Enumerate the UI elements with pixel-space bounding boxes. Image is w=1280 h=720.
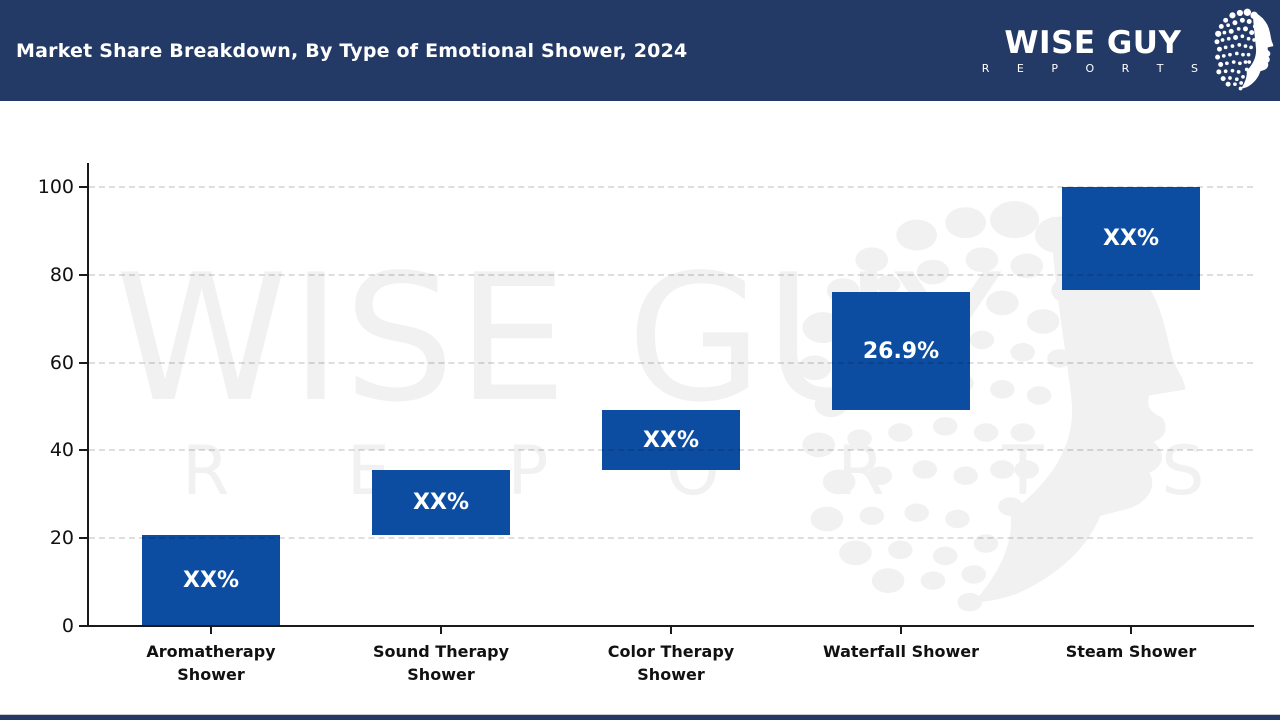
- chart-title: Market Share Breakdown, By Type of Emoti…: [16, 39, 688, 62]
- x-category-label-2: Color Therapy Shower: [607, 642, 735, 685]
- bar-color-therapy-shower: XX%: [602, 410, 740, 470]
- y-tick-60: [79, 361, 87, 364]
- bar-value-label: XX%: [413, 489, 469, 515]
- bar-value-label: XX%: [643, 427, 699, 453]
- y-tick-label-40: 40: [49, 439, 74, 462]
- x-tick-0: [210, 627, 212, 634]
- y-tick-20: [79, 537, 87, 540]
- y-tick-80: [79, 273, 87, 276]
- logo-text: WISE GUY R E P O R T S: [976, 27, 1210, 76]
- bar-sound-therapy-shower: XX%: [372, 469, 510, 535]
- x-axis-line: [87, 625, 1254, 627]
- bar-value-label: XX%: [183, 567, 239, 593]
- x-tick-1: [440, 627, 442, 634]
- bar-value-label: XX%: [1103, 226, 1159, 252]
- x-tick-2: [670, 627, 672, 634]
- x-tick-3: [900, 627, 902, 634]
- y-axis-line: [87, 163, 89, 627]
- x-category-label-4: Steam Shower: [1065, 642, 1197, 661]
- x-category-label-0: Aromatherapy Shower: [146, 642, 276, 685]
- y-tick-label-20: 20: [49, 527, 74, 550]
- bar-value-label: 26.9%: [862, 338, 940, 364]
- x-tick-4: [1130, 627, 1132, 634]
- y-tick-label-100: 100: [37, 176, 74, 198]
- y-tick-label-0: 0: [61, 615, 74, 637]
- y-tick-0: [79, 625, 87, 627]
- bar-aromatherapy-shower: XX%: [142, 534, 280, 626]
- logo-face-icon: [1214, 8, 1274, 91]
- y-tick-label-60: 60: [49, 351, 74, 374]
- bar-waterfall-shower: 26.9%: [832, 292, 970, 411]
- logo-wordmark: WISE GUY: [1004, 24, 1182, 61]
- y-tick-40: [79, 449, 87, 452]
- y-tick-label-80: 80: [49, 263, 74, 286]
- footer-bar: [0, 714, 1280, 720]
- x-category-label-3: Waterfall Shower: [823, 642, 979, 661]
- y-tick-100: [79, 186, 87, 188]
- logo-subtitle: R E P O R T S: [981, 62, 1210, 76]
- bar-steam-shower: XX%: [1062, 187, 1200, 291]
- logo: WISE GUY R E P O R T S: [976, 7, 1274, 95]
- x-category-label-1: Sound Therapy Shower: [372, 642, 510, 685]
- header-bar: Market Share Breakdown, By Type of Emoti…: [0, 0, 1280, 101]
